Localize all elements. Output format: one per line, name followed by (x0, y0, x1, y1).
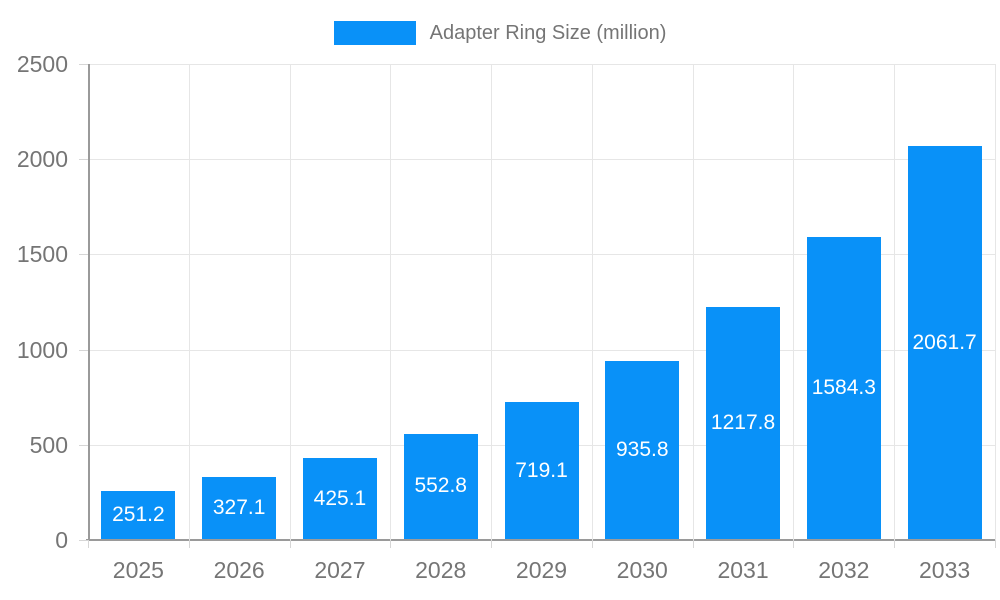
y-gridline (90, 254, 995, 256)
y-axis-tick-label: 2000 (16, 146, 68, 173)
bar-2028[interactable]: 552.8 (403, 433, 478, 539)
x-axis-tick (591, 540, 593, 548)
y-axis-tick (79, 444, 88, 446)
y-axis-tick-label: 2500 (16, 51, 68, 77)
bar-2030[interactable]: 935.8 (605, 360, 680, 539)
y-axis-tick (79, 349, 88, 351)
x-axis-tick (390, 540, 392, 548)
x-axis-tick (692, 540, 694, 548)
x-axis-category-label: 2028 (415, 557, 467, 583)
bar-2029[interactable]: 719.1 (504, 402, 579, 539)
x-gridline (793, 64, 795, 540)
x-axis-tick (289, 540, 291, 548)
x-axis-category-label: 2033 (919, 557, 971, 583)
bar-2026[interactable]: 327.1 (202, 476, 277, 539)
y-gridline (90, 64, 995, 65)
bar-value-label: 1584.3 (811, 376, 876, 400)
plot-area: 0 500 1000 1500 2000 2500 251.2 2025 327.1 2026 42… (17, 51, 996, 583)
legend[interactable]: Adapter Ring Size (million) (0, 21, 1000, 45)
bar-2032[interactable]: 1584.3 (806, 237, 881, 539)
x-axis-line (86, 539, 995, 541)
bar-value-label: 719.1 (515, 458, 568, 482)
y-gridline (90, 159, 995, 161)
y-axis-tick-label: 1000 (16, 336, 68, 363)
x-gridline (692, 64, 694, 540)
x-axis-category-label: 2027 (314, 557, 366, 583)
bar-2031[interactable]: 1217.8 (706, 307, 781, 539)
x-axis-category-label: 2025 (112, 557, 164, 583)
x-axis-category-label: 2032 (818, 557, 870, 583)
x-axis-tick (491, 540, 493, 548)
x-gridline (995, 64, 996, 540)
bar-value-label: 935.8 (615, 437, 669, 461)
x-gridline (289, 64, 291, 540)
x-gridline (188, 64, 190, 540)
x-axis-tick (995, 540, 996, 548)
y-axis-line (88, 64, 90, 540)
legend-swatch (333, 21, 416, 45)
y-axis-tick-label: 0 (55, 527, 68, 553)
x-axis-tick (88, 540, 89, 548)
bar-value-label: 552.8 (414, 474, 467, 498)
x-gridline (894, 64, 896, 540)
y-axis-tick-label: 500 (29, 431, 68, 458)
y-gridline (90, 349, 995, 351)
x-gridline (390, 64, 392, 540)
bar-2027[interactable]: 425.1 (302, 458, 377, 539)
y-axis-tick (79, 540, 88, 541)
x-axis-category-label: 2030 (616, 557, 668, 583)
bar-value-label: 2061.7 (912, 330, 977, 354)
x-axis-category-label: 2031 (717, 557, 769, 583)
x-axis-tick (793, 540, 795, 548)
bar-value-label: 425.1 (313, 486, 367, 510)
x-gridline (591, 64, 593, 540)
x-gridline (491, 64, 493, 540)
x-axis-category-label: 2029 (515, 557, 568, 583)
y-axis-tick (79, 159, 88, 161)
y-axis-tick (79, 254, 88, 256)
bar-2025[interactable]: 251.2 (101, 491, 176, 539)
bar-value-label: 327.1 (212, 495, 266, 519)
y-axis-tick (79, 64, 88, 65)
y-axis-tick-label: 1500 (16, 241, 68, 268)
x-axis-tick (894, 540, 896, 548)
bar-value-label: 251.2 (112, 503, 165, 527)
legend-label: Adapter Ring Size (million) (429, 21, 667, 44)
bar-2033[interactable]: 2061.7 (907, 146, 982, 539)
x-axis-tick (188, 540, 190, 548)
x-axis-category-label: 2026 (213, 557, 265, 583)
bar-value-label: 1217.8 (710, 411, 776, 435)
